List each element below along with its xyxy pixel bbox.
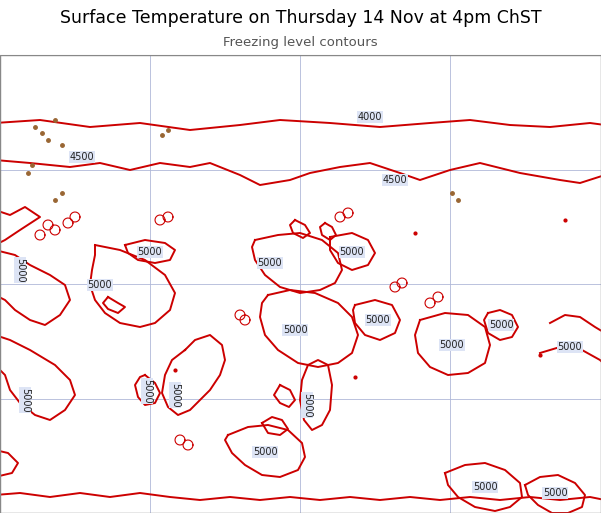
- Text: 4000: 4000: [358, 112, 382, 122]
- Text: 5000: 5000: [543, 488, 567, 498]
- Text: 5000: 5000: [302, 392, 312, 417]
- Text: 5000: 5000: [489, 320, 513, 330]
- Text: 5000: 5000: [473, 482, 497, 492]
- Text: 5000: 5000: [282, 325, 307, 335]
- Text: 5000: 5000: [258, 258, 282, 268]
- Text: 5000: 5000: [252, 447, 277, 457]
- Text: 5000: 5000: [88, 280, 112, 290]
- Text: 5000: 5000: [440, 340, 465, 350]
- Text: 5000: 5000: [170, 383, 180, 407]
- Text: 5000: 5000: [365, 315, 390, 325]
- Text: 5000: 5000: [558, 342, 582, 352]
- Text: 4500: 4500: [70, 152, 94, 162]
- Text: 5000: 5000: [142, 379, 152, 403]
- Text: 4500: 4500: [383, 175, 407, 185]
- Text: 5000: 5000: [340, 247, 364, 257]
- Text: 5000: 5000: [15, 258, 25, 282]
- Text: 5000: 5000: [138, 247, 162, 257]
- Text: Surface Temperature on Thursday 14 Nov at 4pm ChST: Surface Temperature on Thursday 14 Nov a…: [59, 9, 542, 27]
- Text: 5000: 5000: [20, 388, 30, 412]
- Text: Freezing level contours: Freezing level contours: [223, 36, 378, 49]
